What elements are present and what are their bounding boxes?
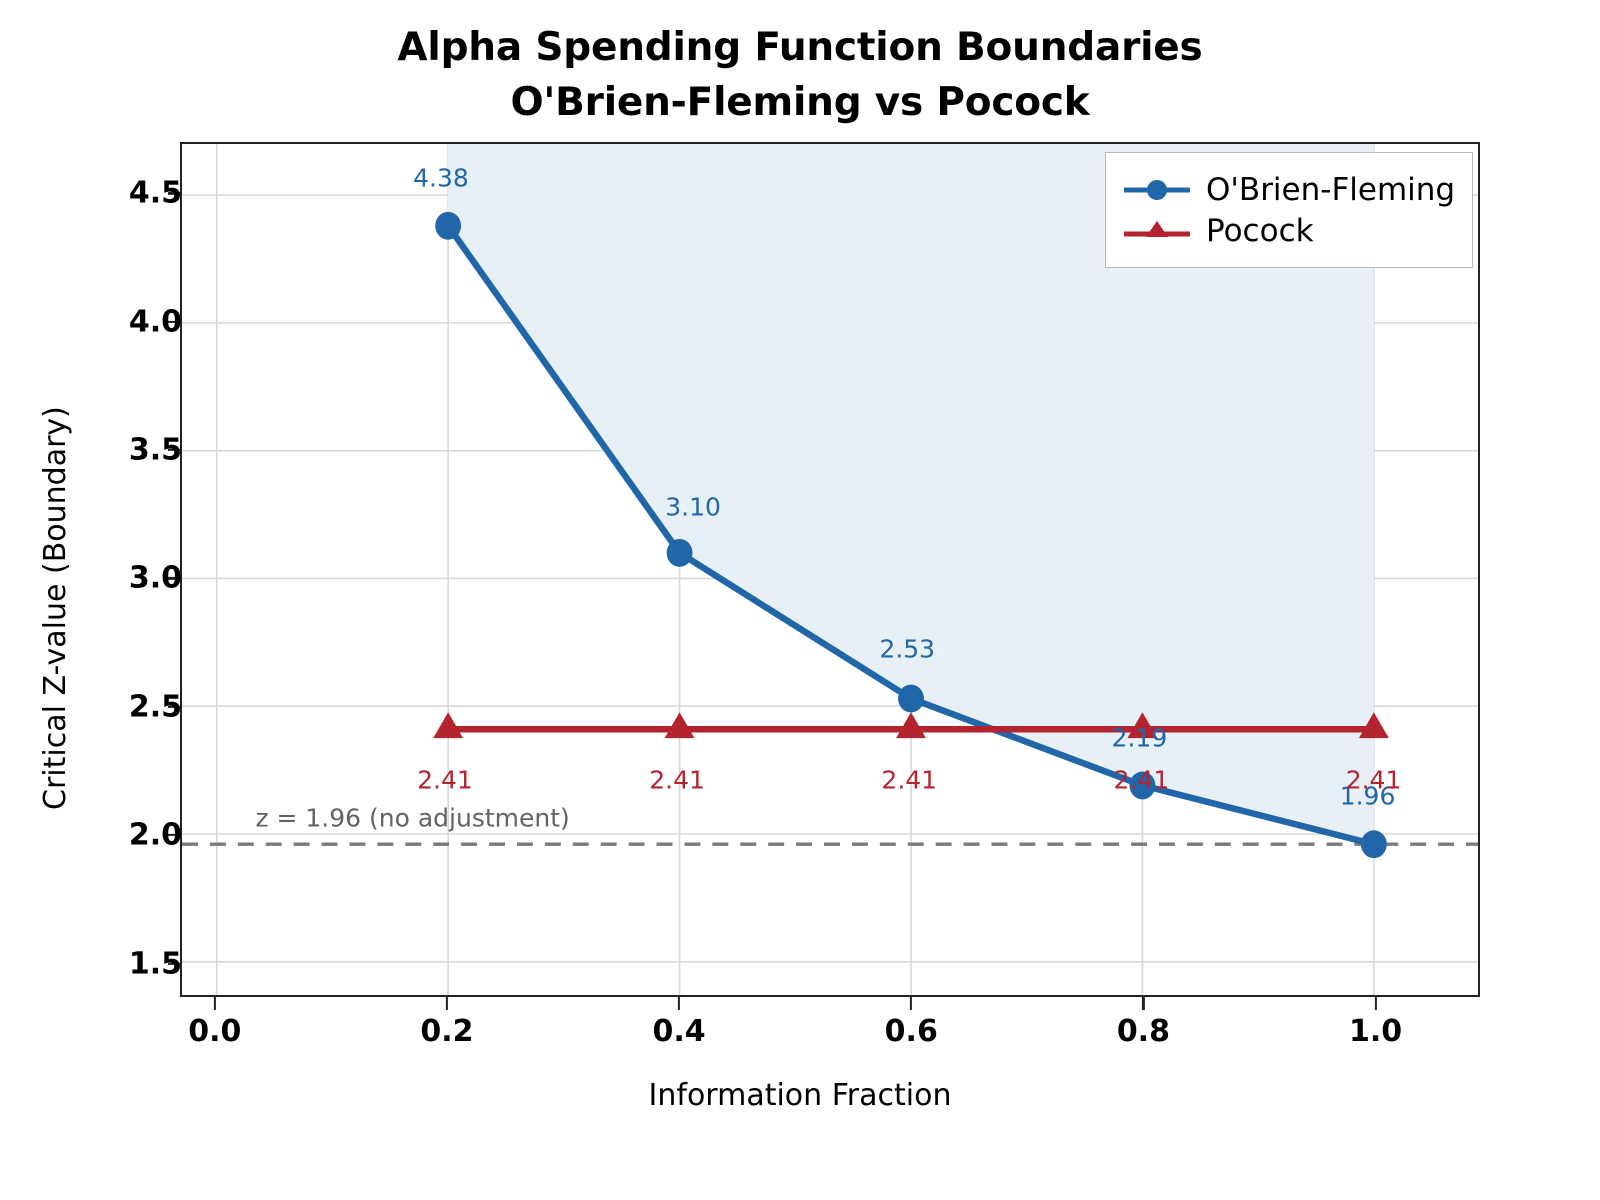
x-tick-mark <box>678 997 681 1010</box>
data-point-pocock[interactable] <box>433 712 464 739</box>
y-tick-mark <box>168 834 181 837</box>
x-tick-mark <box>1142 997 1145 1010</box>
y-tick-label: 2.0 <box>128 817 182 853</box>
x-tick-label: 0.0 <box>188 1014 242 1049</box>
data-label-pocock: 2.41 <box>649 765 705 795</box>
x-tick-mark <box>213 997 216 1010</box>
y-tick-mark <box>168 449 181 452</box>
x-tick-mark <box>910 997 913 1010</box>
data-point-obrien-fleming[interactable] <box>1129 771 1156 800</box>
data-label-obrien-fleming: 4.38 <box>413 163 469 193</box>
legend-swatch-circle-icon <box>1120 175 1194 205</box>
legend-swatch-triangle-icon <box>1120 216 1194 246</box>
chart-graphics <box>182 144 1478 995</box>
data-point-obrien-fleming[interactable] <box>898 684 924 713</box>
y-tick-mark <box>168 577 181 580</box>
y-tick-label: 3.5 <box>128 432 182 468</box>
page-title: Alpha Spending Function Boundaries O'Bri… <box>397 25 1203 126</box>
data-label-pocock: 2.41 <box>881 765 938 795</box>
legend-label-pocock: Pocock <box>1206 212 1314 249</box>
data-label-obrien-fleming: 2.53 <box>879 634 936 664</box>
data-point-obrien-fleming[interactable] <box>435 211 462 240</box>
x-tick-label: 0.2 <box>420 1014 474 1049</box>
y-tick-mark <box>168 192 181 195</box>
y-tick-label: 4.5 <box>128 175 182 211</box>
data-label-pocock: 2.41 <box>417 765 473 795</box>
x-axis-label: Information Fraction <box>648 1078 952 1113</box>
y-tick-mark <box>168 320 181 323</box>
x-tick-label: 0.6 <box>884 1014 938 1049</box>
fill-between-region <box>448 144 1374 845</box>
data-point-obrien-fleming[interactable] <box>666 538 693 567</box>
data-point-pocock[interactable] <box>896 712 926 739</box>
y-tick-mark <box>168 962 181 965</box>
data-label-obrien-fleming: 3.10 <box>665 492 721 522</box>
reference-line-annotation: z = 1.96 (no adjustment) <box>255 803 570 832</box>
x-tick-mark <box>1374 997 1377 1010</box>
x-tick-mark <box>445 997 449 1010</box>
x-tick-label: 0.4 <box>652 1014 706 1049</box>
data-label-pocock: 2.41 <box>1113 765 1170 795</box>
legend-item-obrien-fleming[interactable]: O'Brien-Fleming <box>1120 169 1458 210</box>
legend-item-pocock[interactable]: Pocock <box>1120 210 1458 251</box>
data-label-obrien-fleming: 2.19 <box>1111 723 1168 753</box>
data-point-obrien-fleming[interactable] <box>1360 830 1387 859</box>
data-label-pocock: 2.41 <box>1345 765 1402 795</box>
legend-label-obrien-fleming: O'Brien-Fleming <box>1206 171 1456 208</box>
x-tick-label: 0.8 <box>1116 1014 1170 1049</box>
y-axis-label: Critical Z-value (Boundary) <box>38 406 73 810</box>
data-point-pocock[interactable] <box>1127 712 1158 739</box>
y-tick-label: 4.0 <box>128 304 182 340</box>
plot-area <box>180 142 1480 997</box>
y-tick-label: 2.5 <box>128 689 182 725</box>
data-point-pocock[interactable] <box>1358 712 1389 739</box>
y-tick-label: 1.5 <box>128 946 182 982</box>
x-tick-label: 1.0 <box>1348 1014 1403 1049</box>
data-label-obrien-fleming: 1.96 <box>1339 781 1396 810</box>
plot-canvas <box>182 144 1478 995</box>
y-tick-mark <box>168 705 181 708</box>
data-point-pocock[interactable] <box>664 712 695 739</box>
chart-legend: O'Brien-Fleming Pocock <box>1105 152 1473 268</box>
y-tick-label: 3.0 <box>128 560 182 596</box>
